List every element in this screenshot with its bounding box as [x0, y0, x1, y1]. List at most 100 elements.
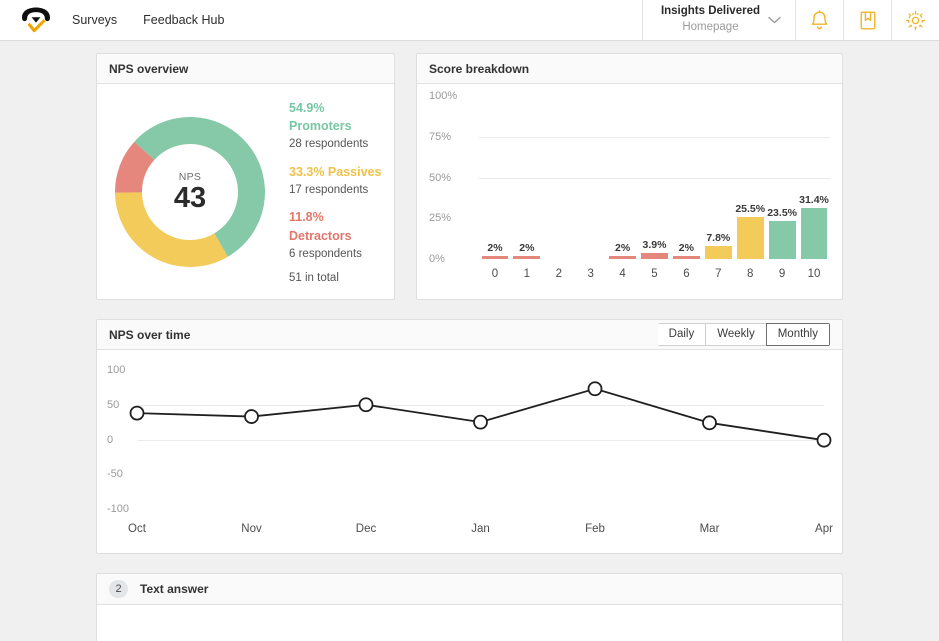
x-axis-tick: 9: [778, 268, 786, 280]
x-axis-tick: Apr: [815, 523, 833, 535]
donut-svg: [115, 116, 265, 267]
bar: [481, 255, 509, 259]
bar-value-label: 2%: [487, 241, 503, 254]
nps-overview-title: NPS overview: [109, 61, 189, 76]
question-number-badge: 2: [109, 580, 128, 598]
account-switcher[interactable]: Insights Delivered Homepage: [641, 0, 795, 40]
bar-value-label: 31.4%: [799, 193, 829, 206]
nps-over-time-card: NPS over time Daily Weekly Monthly -100 -…: [96, 319, 843, 554]
data-point[interactable]: [129, 405, 145, 421]
text-answer-row: 2 Text answer: [96, 573, 843, 641]
gear-icon: [905, 10, 926, 30]
y-axis-tick: 100%: [429, 90, 458, 102]
settings-button[interactable]: [891, 0, 939, 40]
data-point[interactable]: [702, 415, 717, 431]
x-axis-tick: Oct: [128, 523, 146, 535]
bar-column[interactable]: 3.9%: [639, 96, 671, 259]
nps-over-time-title: NPS over time: [109, 327, 191, 342]
bar-value-label: 25.5%: [735, 203, 766, 216]
x-axis-tick: 5: [651, 268, 658, 280]
bar-column[interactable]: 31.4%: [798, 96, 830, 259]
range-daily[interactable]: Daily: [657, 322, 707, 347]
x-axis-tick: 3: [587, 268, 594, 280]
bar: [768, 220, 796, 259]
donut-slice-passives: [115, 191, 228, 267]
data-point[interactable]: [244, 409, 259, 424]
x-axis-tick: 1: [523, 268, 531, 280]
data-point[interactable]: [587, 381, 603, 397]
bar-column[interactable]: 2%: [670, 96, 702, 259]
x-axis-tick: 0: [491, 268, 499, 280]
text-answer-title: Text answer: [140, 582, 209, 596]
legend-promoters: 54.9% Promoters 28 respondents: [289, 99, 386, 153]
x-axis-tick: Jan: [471, 523, 490, 535]
score-breakdown-title: Score breakdown: [429, 61, 530, 76]
legend-detractors-count: 6 respondents: [289, 247, 362, 260]
bar-value-label: 2%: [678, 241, 694, 254]
bar-column[interactable]: 25.5%: [734, 96, 766, 259]
text-answer-card: 2 Text answer: [96, 573, 843, 641]
bar: [704, 246, 732, 259]
bar-value-label: 7.8%: [706, 232, 731, 245]
bar-column[interactable]: 2%: [479, 96, 511, 259]
x-axis-tick: 2: [555, 268, 562, 280]
range-weekly[interactable]: Weekly: [705, 322, 767, 347]
x-axis-tick: 10: [807, 268, 821, 280]
nps-overview-header: NPS overview: [97, 54, 394, 84]
account-text: Insights Delivered Homepage: [661, 4, 760, 35]
bar-column[interactable]: 7.8%: [702, 96, 734, 259]
legend-promoters-count: 28 respondents: [289, 138, 369, 151]
bar-group: 2% 2% 2% 3.9% 2% 7.8% 25.5% 23.5% 31.4%: [479, 96, 830, 259]
score-breakdown-plot: 0% 25% 50% 75% 100% 2% 2% 2% 3.9% 2% 7.8% 25.5% 23.5…: [417, 84, 842, 299]
data-point[interactable]: [816, 432, 832, 448]
y-axis-tick: -100: [107, 503, 130, 515]
bar-column[interactable]: 2%: [607, 96, 639, 259]
nps-logo: [22, 7, 50, 33]
nps-over-time-body: -100 -50 0 50 100 Oct Nov Dec Jan Feb Mar Apr: [97, 350, 842, 553]
bell-icon: [811, 9, 828, 29]
logo-container[interactable]: [0, 0, 72, 40]
data-point[interactable]: [473, 414, 488, 430]
data-point[interactable]: [358, 397, 374, 413]
donut-metric-name: NPS: [178, 170, 202, 183]
range-monthly[interactable]: Monthly: [765, 322, 830, 347]
time-range-toggle: Daily Weekly Monthly: [657, 322, 830, 347]
score-breakdown-header: Score breakdown: [417, 54, 842, 84]
x-axis-tick: 7: [715, 268, 722, 280]
x-axis-tick: Mar: [699, 523, 720, 535]
donut-metric-value: 43: [173, 181, 207, 214]
bar-value-label: 23.5%: [767, 206, 797, 219]
chevron-down-icon: [768, 16, 781, 24]
dashboard-content: NPS overview NPS 43 54.9% Promoters 28 r…: [0, 41, 939, 641]
trend-line-svg: [129, 381, 832, 448]
bar-column[interactable]: [543, 96, 575, 259]
y-axis-tick: -50: [107, 468, 123, 481]
bar-column[interactable]: [575, 96, 607, 259]
x-axis-tick: Feb: [585, 523, 605, 535]
account-name: Insights Delivered: [660, 5, 760, 18]
gridline: [137, 439, 824, 441]
x-axis-tick: 4: [619, 268, 626, 280]
nps-donut-chart: NPS 43: [109, 111, 271, 273]
x-axis-tick: Dec: [355, 523, 377, 535]
text-answer-header: 2 Text answer: [97, 574, 842, 605]
book-icon: [860, 11, 876, 30]
donut-slice-promoters: [134, 116, 265, 257]
notifications-button[interactable]: [795, 0, 843, 40]
y-axis-tick: 25%: [429, 212, 452, 225]
bar-column[interactable]: 2%: [511, 96, 543, 259]
y-axis-tick: 100: [107, 364, 126, 376]
bar: [672, 255, 700, 259]
nav-surveys[interactable]: Surveys: [72, 13, 118, 27]
nps-overview-card: NPS overview NPS 43 54.9% Promoters 28 r…: [96, 53, 395, 300]
nav-feedback-hub[interactable]: Feedback Hub: [143, 13, 225, 27]
nps-trend-plot: -100 -50 0 50 100 Oct Nov Dec Jan Feb Mar Apr: [97, 350, 842, 553]
legend-passives-pct: 33.3% Passives: [289, 164, 382, 179]
gridline: [479, 136, 830, 138]
nps-over-time-header: NPS over time Daily Weekly Monthly: [97, 320, 842, 350]
library-button[interactable]: [843, 0, 891, 40]
legend-passives: 33.3% Passives 17 respondents: [289, 163, 386, 198]
legend-detractors: 11.8% Detractors 6 respondents: [289, 208, 386, 262]
donut-center-label: NPS 43: [140, 170, 240, 212]
bar-column[interactable]: 23.5%: [766, 96, 798, 259]
